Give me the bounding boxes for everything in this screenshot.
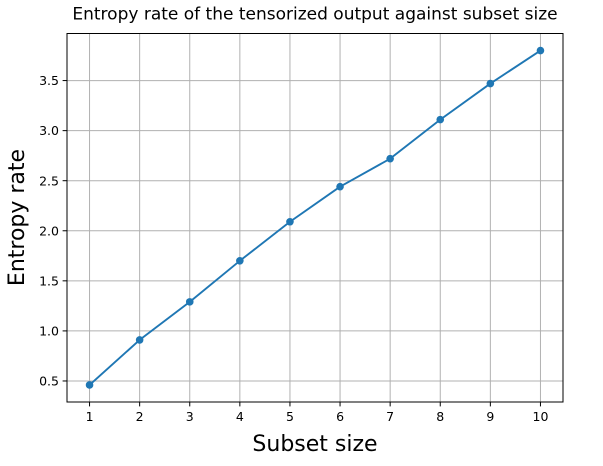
x-axis-label: Subset size bbox=[252, 432, 377, 457]
data-point bbox=[286, 217, 294, 226]
x-tick-label: 7 bbox=[386, 409, 394, 424]
x-tick-label: 3 bbox=[186, 409, 194, 424]
data-point bbox=[536, 46, 545, 55]
data-point bbox=[386, 154, 394, 163]
y-tick-label: 1.5 bbox=[39, 273, 59, 288]
data-point bbox=[486, 79, 495, 88]
data-point bbox=[236, 257, 244, 265]
y-tick-label: 3.5 bbox=[39, 73, 59, 88]
y-tick-label: 3.0 bbox=[39, 123, 59, 138]
x-tick-label: 9 bbox=[486, 409, 494, 424]
x-tick-label: 1 bbox=[86, 409, 94, 424]
data-line bbox=[88, 49, 541, 386]
x-tick-label: 2 bbox=[136, 409, 144, 424]
chart-title: Entropy rate of the tensorized output ag… bbox=[72, 5, 557, 25]
y-tick-label: 2.0 bbox=[39, 223, 59, 238]
data-point bbox=[336, 182, 344, 191]
x-tick-label: 10 bbox=[533, 409, 549, 424]
axes-layer: 1 2 3 4 5 6 7 8 9 10 0.5 1.0 1.5 2.0 2.5 3.0 3.5 bbox=[39, 33, 564, 424]
y-tick-label: 0.5 bbox=[39, 374, 59, 389]
y-tick-label: 2.5 bbox=[39, 173, 59, 188]
data-point bbox=[436, 115, 445, 124]
data-point bbox=[185, 298, 194, 306]
data-point bbox=[135, 336, 144, 344]
x-tick-label: 6 bbox=[336, 409, 344, 424]
grid-layer bbox=[67, 33, 563, 402]
y-tick-label: 1.0 bbox=[39, 324, 59, 339]
y-axis-label: Entropy rate bbox=[5, 149, 30, 286]
plot-border bbox=[66, 33, 564, 403]
x-tick-label: 4 bbox=[236, 409, 244, 424]
series-layer bbox=[85, 46, 545, 389]
x-tick-label: 5 bbox=[286, 409, 294, 424]
data-point bbox=[85, 381, 94, 389]
x-tick-label: 8 bbox=[436, 409, 444, 424]
